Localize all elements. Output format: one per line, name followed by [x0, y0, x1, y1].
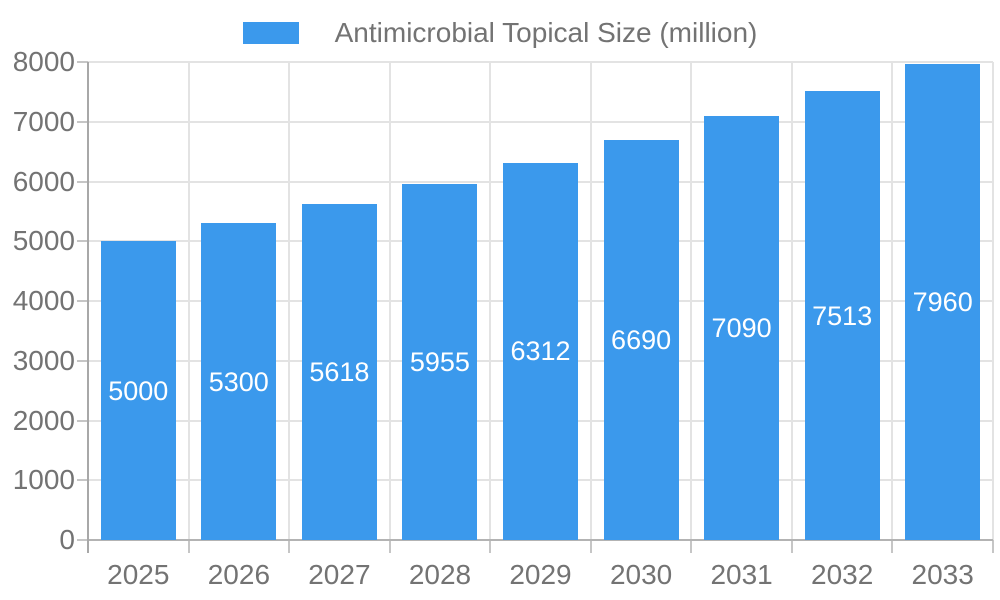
y-tick [77, 180, 88, 183]
y-tick-label: 6000 [12, 165, 75, 197]
y-tick-label: 2000 [12, 404, 75, 436]
bar-value-label: 5000 [108, 375, 169, 406]
x-tick [690, 540, 693, 553]
bar [704, 116, 780, 540]
h-gridline [88, 61, 993, 63]
y-tick-label: 5000 [12, 225, 75, 257]
x-tick-label: 2029 [509, 559, 572, 590]
y-tick [77, 479, 88, 482]
x-tick [992, 540, 994, 553]
y-tick-label: 4000 [12, 285, 75, 316]
bar [301, 204, 377, 540]
x-tick [187, 540, 190, 553]
bar-value-label: 7090 [711, 313, 772, 344]
bar-value-label: 5955 [409, 347, 470, 378]
bar [804, 91, 880, 540]
y-tick [77, 120, 88, 123]
h-gridline [88, 120, 993, 123]
bar-value-label: 7513 [812, 300, 873, 331]
x-axis-line [88, 539, 993, 541]
legend-label: Antimicrobial Topical Size (million) [334, 17, 758, 48]
y-tick [77, 539, 88, 541]
y-tick [77, 359, 88, 362]
bar [402, 184, 478, 540]
x-tick [790, 540, 793, 553]
bar-value-label: 6690 [611, 325, 672, 356]
y-tick [77, 240, 88, 243]
bar-value-label: 5618 [309, 357, 370, 388]
x-tick [589, 540, 592, 553]
x-tick [891, 540, 894, 553]
x-tick-label: 2025 [107, 559, 170, 590]
x-tick-label: 2032 [811, 559, 874, 590]
y-tick-label: 7000 [12, 105, 75, 137]
v-gridline [992, 62, 994, 540]
bar [603, 140, 679, 540]
legend-item[interactable]: Antimicrobial Topical Size (million) [242, 17, 758, 48]
y-tick [77, 300, 88, 302]
bar-value-label: 7960 [912, 287, 973, 318]
bar-value-label: 5300 [208, 366, 269, 397]
y-tick-label: 3000 [12, 344, 75, 376]
bar-value-label: 6312 [510, 336, 571, 367]
x-tick [388, 540, 391, 553]
y-tick [77, 419, 88, 422]
bar [100, 241, 176, 541]
y-axis-line [87, 62, 89, 553]
x-tick-label: 2027 [308, 559, 371, 590]
y-tick-label: 1000 [12, 464, 75, 496]
legend: Antimicrobial Topical Size (million) [0, 18, 1000, 48]
legend-swatch [242, 22, 299, 44]
x-tick-label: 2033 [911, 559, 974, 590]
x-tick [288, 540, 291, 553]
x-tick-label: 2031 [710, 559, 773, 590]
x-tick-label: 2026 [207, 559, 271, 590]
bar [503, 162, 578, 540]
y-tick [77, 61, 88, 63]
x-tick-label: 2028 [408, 559, 472, 590]
bar [905, 64, 981, 540]
bar [201, 223, 277, 540]
x-tick-label: 2030 [609, 559, 673, 590]
y-tick-label: 0 [59, 524, 75, 555]
y-tick-label: 8000 [12, 46, 75, 77]
x-tick [489, 540, 492, 553]
